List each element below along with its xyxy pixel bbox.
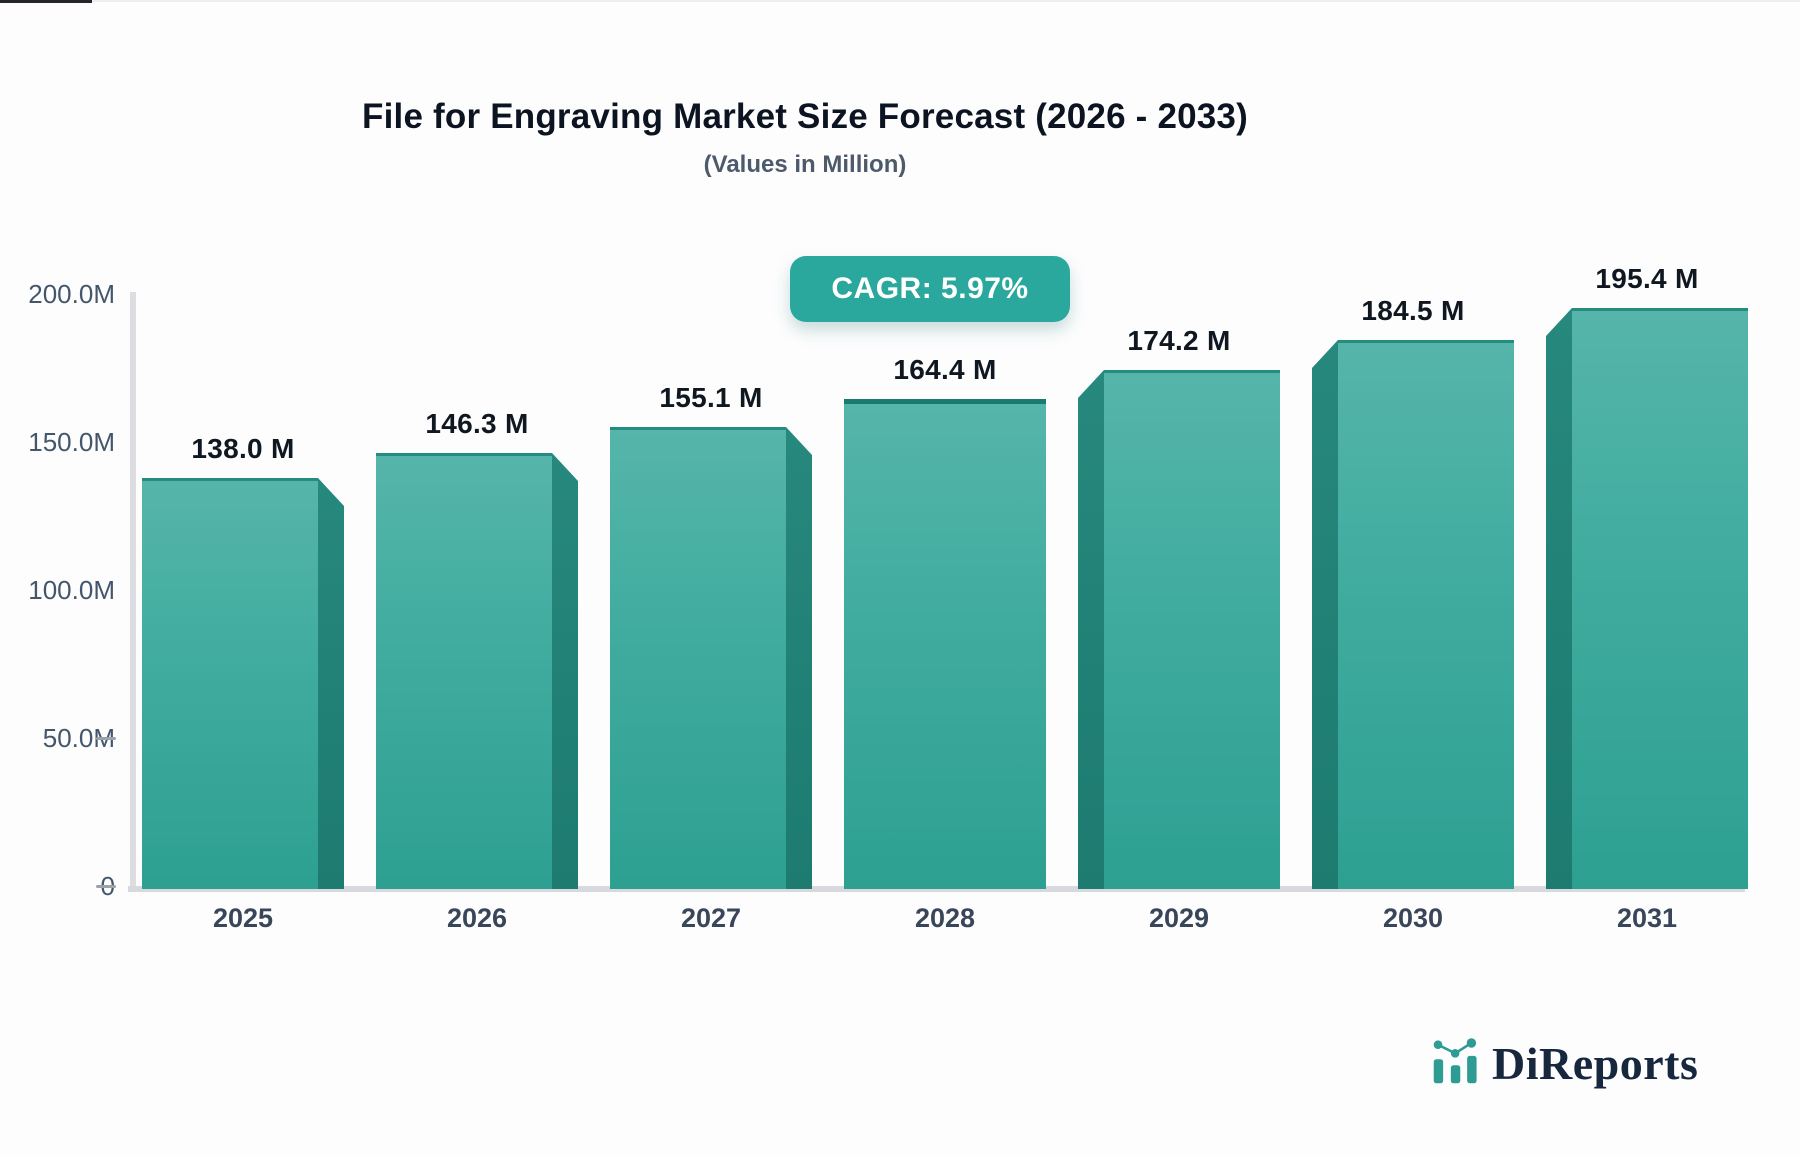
page-title: File for Engraving Market Size Forecast … (362, 97, 1248, 136)
bar-side-shadow (1312, 340, 1338, 889)
top-left-dark-segment (0, 0, 92, 3)
x-axis-line (128, 886, 1745, 892)
x-axis-label-2026: 2026 (446, 903, 508, 933)
bar-side-shadow (1078, 370, 1104, 889)
brand-logo: DiReports (1432, 1036, 1698, 1090)
top-hairline (0, 0, 1800, 2)
bar-side-shadow (786, 427, 812, 889)
bar-side-shadow (552, 453, 578, 889)
bar-side-shadow (1546, 308, 1572, 889)
bar-value-label-2028: 164.4 M (893, 354, 997, 385)
bar-value-label-2031: 195.4 M (1595, 263, 1699, 294)
bar-2031 (1546, 308, 1748, 889)
bar-2029 (1078, 370, 1280, 889)
bar-2028 (844, 399, 1046, 889)
y-axis-label-100.0M: 100.0M (28, 575, 115, 605)
bar-face (142, 478, 318, 889)
x-axis-label-2030: 2030 (1382, 903, 1444, 933)
bar-face (1338, 340, 1514, 889)
bar-2027 (610, 427, 812, 889)
cagr-badge: CAGR: 5.97% (790, 256, 1070, 322)
bar-face (376, 453, 552, 889)
x-axis-label-2028: 2028 (914, 903, 976, 933)
mini-bar-line-chart-icon (1433, 1038, 1477, 1084)
bar-face (1572, 308, 1748, 889)
bar-value-label-2027: 155.1 M (659, 382, 763, 413)
bar-value-label-2029: 174.2 M (1127, 325, 1231, 356)
bar-2026 (376, 453, 578, 889)
bar-face (1104, 370, 1280, 889)
y-axis-label-200.0M: 200.0M (28, 279, 115, 309)
bar-2030 (1312, 340, 1514, 889)
bar-value-label-2030: 184.5 M (1361, 295, 1465, 326)
y-axis-tick (96, 885, 116, 888)
x-axis-label-2027: 2027 (680, 903, 742, 933)
bar-side-shadow (318, 478, 344, 889)
y-axis-label-150.0M: 150.0M (28, 427, 115, 457)
bar-face (610, 427, 786, 889)
x-axis-label-2025: 2025 (212, 903, 274, 933)
logo-text: DiReports (1492, 1038, 1699, 1089)
bar-value-label-2025: 138.0 M (191, 433, 295, 464)
y-axis-line (130, 292, 136, 890)
y-axis-tick (96, 737, 116, 740)
x-axis-label-2029: 2029 (1148, 903, 1210, 933)
x-axis-label-2031: 2031 (1616, 903, 1678, 933)
page-subtitle: (Values in Million) (703, 151, 907, 178)
bar-face (844, 399, 1046, 889)
bar-value-label-2026: 146.3 M (425, 408, 529, 439)
bar-2025 (142, 478, 344, 889)
